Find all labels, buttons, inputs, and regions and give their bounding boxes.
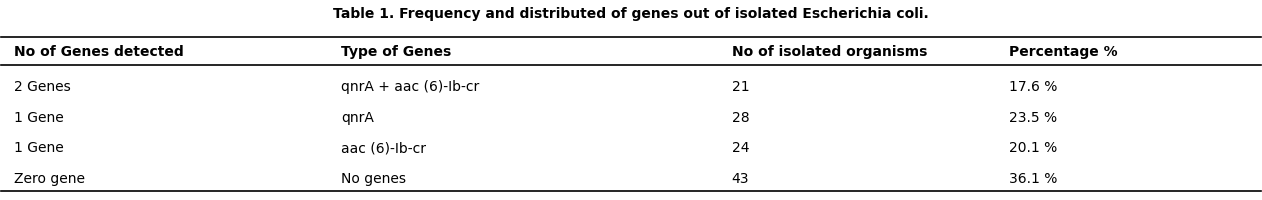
Text: 20.1 %: 20.1 % (1008, 141, 1058, 155)
Text: 24: 24 (732, 141, 750, 155)
Text: 17.6 %: 17.6 % (1008, 80, 1058, 94)
Text: qnrA + aac (6)-Ib-cr: qnrA + aac (6)-Ib-cr (342, 80, 480, 94)
Text: 36.1 %: 36.1 % (1008, 172, 1058, 186)
Text: 21: 21 (732, 80, 750, 94)
Text: Zero gene: Zero gene (14, 172, 85, 186)
Text: No of Genes detected: No of Genes detected (14, 45, 184, 59)
Text: 23.5 %: 23.5 % (1008, 111, 1056, 125)
Text: Type of Genes: Type of Genes (342, 45, 452, 59)
Text: Table 1. Frequency and distributed of genes out of isolated Escherichia coli.: Table 1. Frequency and distributed of ge… (333, 7, 929, 21)
Text: No genes: No genes (342, 172, 406, 186)
Text: 1 Gene: 1 Gene (14, 141, 64, 155)
Text: No of isolated organisms: No of isolated organisms (732, 45, 928, 59)
Text: 1 Gene: 1 Gene (14, 111, 64, 125)
Text: aac (6)-Ib-cr: aac (6)-Ib-cr (342, 141, 427, 155)
Text: 43: 43 (732, 172, 750, 186)
Text: Percentage %: Percentage % (1008, 45, 1117, 59)
Text: 28: 28 (732, 111, 750, 125)
Text: qnrA: qnrA (342, 111, 375, 125)
Text: 2 Genes: 2 Genes (14, 80, 71, 94)
